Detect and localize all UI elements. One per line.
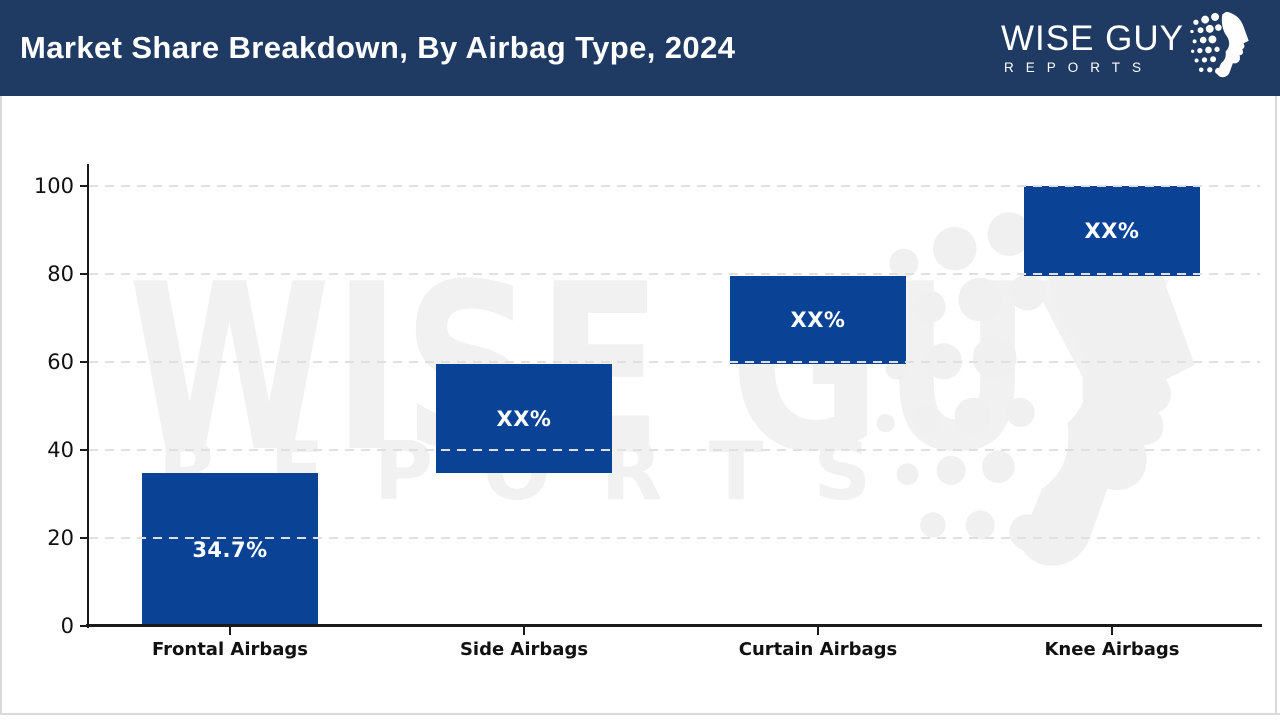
x-axis-tick [1111,627,1113,635]
x-tick-label: Frontal Airbags [152,639,308,660]
y-tick-label: 0 [60,614,74,638]
gridline [89,361,1260,363]
wiseguy-logo: WISE GUY REPORTS [1001,6,1254,90]
y-axis-tick [80,537,88,539]
y-tick-label: 80 [47,262,74,286]
logo-subtitle: REPORTS [1003,60,1153,75]
bar: XX% [436,364,612,474]
x-axis-tick [229,627,231,635]
y-axis-line [87,164,89,628]
frame-border-right [1275,96,1277,715]
x-tick-label: Knee Airbags [1044,639,1180,660]
y-axis-tick [80,185,88,187]
y-tick-label: 40 [47,438,74,462]
y-axis-tick [80,625,88,627]
chart-title: Market Share Breakdown, By Airbag Type, … [20,30,736,65]
y-axis-tick [80,361,88,363]
y-axis-tick [80,273,88,275]
bar: XX% [730,276,906,365]
bar: XX% [1024,186,1200,277]
gridline [89,273,1260,275]
bar-value-label: XX% [1084,219,1140,244]
gridline [89,185,1260,187]
bar-value-label: 34.7% [192,537,268,562]
frame-border-left [0,96,2,715]
logo-text: WISE GUY REPORTS [1001,21,1184,75]
bar-value-label: XX% [790,308,846,333]
y-tick-label: 100 [33,174,74,198]
y-tick-label: 60 [47,350,74,374]
gridline [89,449,1260,451]
x-axis-tick [817,627,819,635]
gridline [89,537,1260,539]
x-axis-line [86,624,1262,627]
x-tick-label: Curtain Airbags [738,639,898,660]
wiseguy-face-icon [1190,11,1249,78]
bar-value-label: XX% [496,406,552,431]
header: Market Share Breakdown, By Airbag Type, … [0,0,1280,96]
x-tick-label: Side Airbags [459,639,589,660]
frame-border-bottom [0,713,1280,715]
y-tick-label: 20 [47,526,74,550]
y-axis-tick [80,449,88,451]
logo-wordmark: WISE GUY [1000,19,1184,58]
x-axis-tick [523,627,525,635]
bar: 34.7% [142,473,318,626]
